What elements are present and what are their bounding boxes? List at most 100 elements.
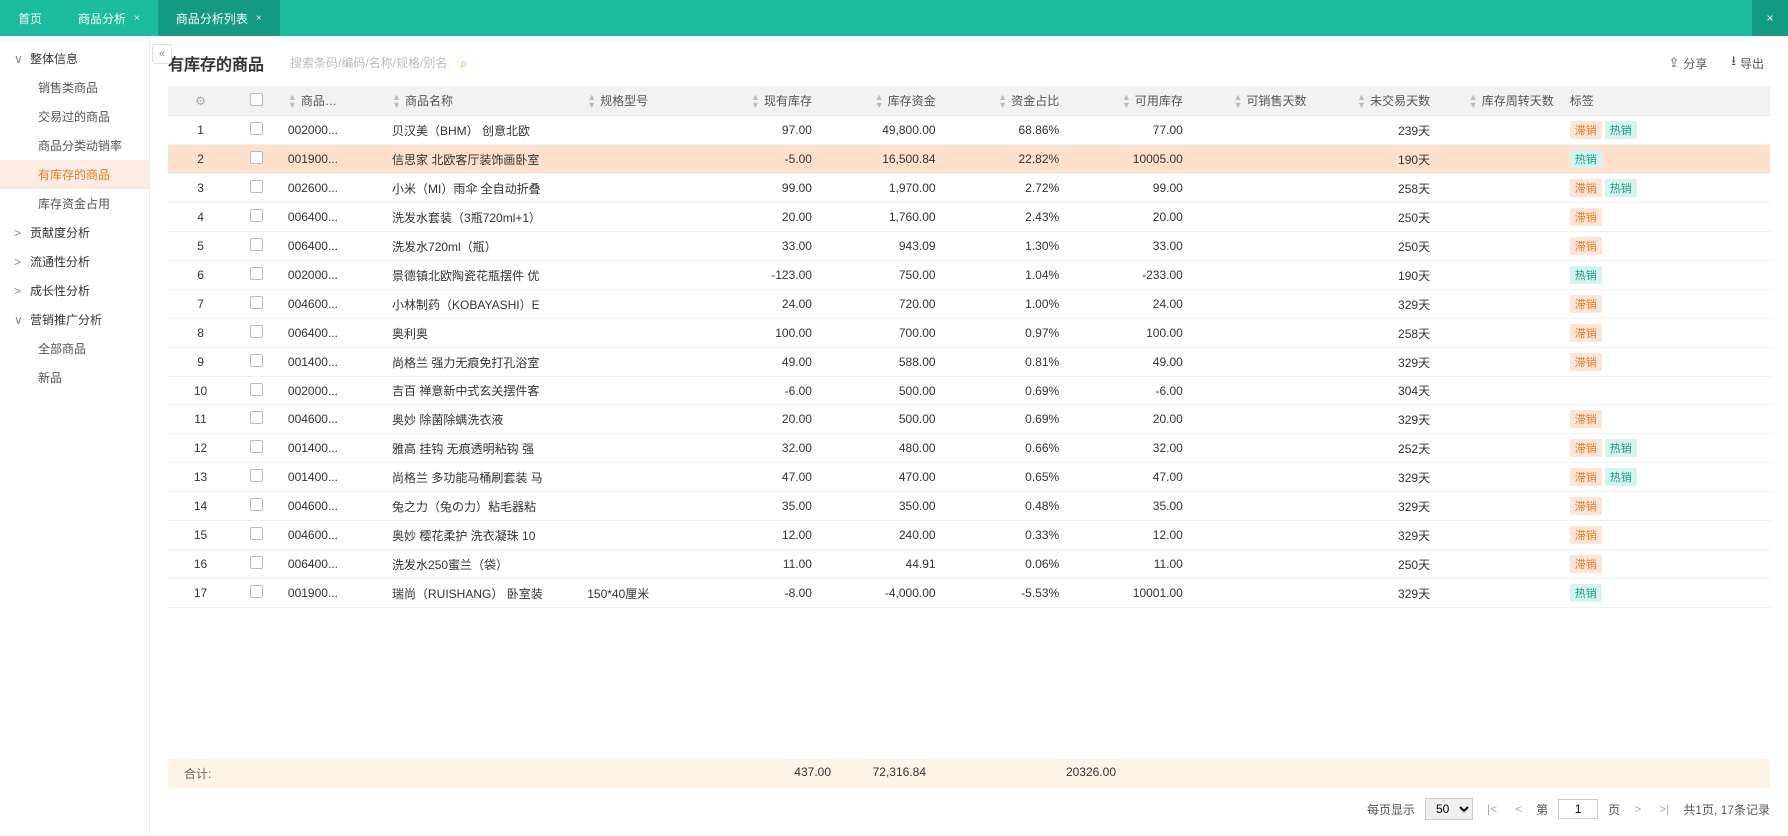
cell-avail: 20.00 xyxy=(1067,405,1191,434)
row-checkbox[interactable] xyxy=(250,238,263,251)
row-checkbox[interactable] xyxy=(250,267,263,280)
row-checkbox[interactable] xyxy=(250,469,263,482)
tab-1[interactable]: 商品分析× xyxy=(60,0,158,36)
cell-chk[interactable] xyxy=(233,348,280,377)
sidebar-item-0-2[interactable]: 商品分类动销率 xyxy=(0,131,149,160)
cell-chk[interactable] xyxy=(233,377,280,405)
tab-0[interactable]: 首页 xyxy=(0,0,60,36)
pager-last[interactable]: >| xyxy=(1655,802,1673,816)
cell-chk[interactable] xyxy=(233,550,280,579)
tab-close-icon[interactable]: × xyxy=(134,13,140,24)
pager-prev[interactable]: < xyxy=(1511,802,1526,816)
cell-stock: 47.00 xyxy=(696,463,820,492)
table-row[interactable]: 2001900...信思家 北欧客厅装饰画卧室-5.0016,500.8422.… xyxy=(168,145,1770,174)
table-row[interactable]: 5006400...洗发水720ml（瓶）33.00943.091.30%33.… xyxy=(168,232,1770,261)
cell-chk[interactable] xyxy=(233,579,280,608)
cell-chk[interactable] xyxy=(233,261,280,290)
col-avail[interactable]: ▲▼可用库存 xyxy=(1067,86,1191,116)
tab-label: 商品分析列表 xyxy=(176,10,248,27)
row-checkbox[interactable] xyxy=(250,411,263,424)
search-icon[interactable]: ⌕ xyxy=(460,55,468,72)
table-row[interactable]: 7004600...小林制药（KOBAYASHI）E24.00720.001.0… xyxy=(168,290,1770,319)
col-no_trade[interactable]: ▲▼未交易天数 xyxy=(1314,86,1438,116)
sidebar-item-4-1[interactable]: 新品 xyxy=(0,363,149,392)
pager-first[interactable]: |< xyxy=(1483,802,1501,816)
table-row[interactable]: 6002000...景德镇北欧陶瓷花瓶摆件 优-123.00750.001.04… xyxy=(168,261,1770,290)
chevron-icon: > xyxy=(14,255,26,269)
search-input[interactable] xyxy=(284,52,454,75)
row-checkbox[interactable] xyxy=(250,151,263,164)
cell-chk[interactable] xyxy=(233,434,280,463)
sidebar-item-0-4[interactable]: 库存资金占用 xyxy=(0,189,149,218)
cell-chk[interactable] xyxy=(233,203,280,232)
col-fund_pct[interactable]: ▲▼资金占比 xyxy=(944,86,1068,116)
sidebar-item-0-0[interactable]: 销售类商品 xyxy=(0,73,149,102)
cell-chk[interactable] xyxy=(233,405,280,434)
table-row[interactable]: 10002000...吉百 禅意新中式玄关摆件客-6.00500.000.69%… xyxy=(168,377,1770,405)
row-checkbox[interactable] xyxy=(250,209,263,222)
col-spec[interactable]: ▲▼规格型号 xyxy=(579,86,696,116)
share-button[interactable]: ⇪分享 xyxy=(1663,51,1714,76)
row-checkbox[interactable] xyxy=(250,556,263,569)
table-row[interactable]: 11004600...奥妙 除菌除螨洗衣液20.00500.000.69%20.… xyxy=(168,405,1770,434)
sidebar-group-2[interactable]: >流通性分析 xyxy=(0,247,149,276)
cell-chk[interactable] xyxy=(233,492,280,521)
tab-close-icon[interactable]: × xyxy=(256,13,262,24)
row-checkbox[interactable] xyxy=(250,122,263,135)
cell-chk[interactable] xyxy=(233,174,280,203)
tabbar-close-button[interactable]: × xyxy=(1752,0,1788,36)
row-checkbox[interactable] xyxy=(250,440,263,453)
sidebar-group-1[interactable]: >贡献度分析 xyxy=(0,218,149,247)
cell-chk[interactable] xyxy=(233,319,280,348)
cell-stock: 20.00 xyxy=(696,203,820,232)
sidebar-group-0[interactable]: ∨整体信息 xyxy=(0,44,149,73)
sidebar-item-4-0[interactable]: 全部商品 xyxy=(0,334,149,363)
cell-fund-pct: 0.06% xyxy=(944,550,1068,579)
tab-label: 首页 xyxy=(18,10,42,27)
row-checkbox[interactable] xyxy=(250,527,263,540)
table-row[interactable]: 13001400...尚格兰 多功能马桶刷套装 马47.00470.000.65… xyxy=(168,463,1770,492)
sidebar-group-4[interactable]: ∨营销推广分析 xyxy=(0,305,149,334)
table-row[interactable]: 9001400...尚格兰 强力无痕免打孔浴室49.00588.000.81%4… xyxy=(168,348,1770,377)
table-row[interactable]: 16006400...洗发水250蜜兰（袋）11.0044.910.06%11.… xyxy=(168,550,1770,579)
cell-chk[interactable] xyxy=(233,521,280,550)
table-row[interactable]: 15004600...奥妙 樱花柔护 洗衣凝珠 1012.00240.000.3… xyxy=(168,521,1770,550)
cell-chk[interactable] xyxy=(233,463,280,492)
row-checkbox[interactable] xyxy=(250,296,263,309)
per-page-select[interactable]: 50 xyxy=(1425,798,1473,820)
table-row[interactable]: 3002600...小米（MI）雨伞 全自动折叠99.001,970.002.7… xyxy=(168,174,1770,203)
table-row[interactable]: 1002000...贝汉美（BHM） 创意北欧97.0049,800.0068.… xyxy=(168,116,1770,145)
sidebar-item-0-3[interactable]: 有库存的商品 xyxy=(0,160,149,189)
table-row[interactable]: 8006400...奥利奥100.00700.000.97%100.00258天… xyxy=(168,319,1770,348)
row-checkbox[interactable] xyxy=(250,585,263,598)
col-name[interactable]: ▲▼商品名称 xyxy=(384,86,579,116)
sidebar-item-0-1[interactable]: 交易过的商品 xyxy=(0,102,149,131)
table-row[interactable]: 17001900...瑞尚（RUISHANG） 卧室装150*40厘米-8.00… xyxy=(168,579,1770,608)
row-checkbox[interactable] xyxy=(250,383,263,396)
table-row[interactable]: 4006400...洗发水套装（3瓶720ml+1）20.001,760.002… xyxy=(168,203,1770,232)
cell-chk[interactable] xyxy=(233,116,280,145)
pager-next[interactable]: > xyxy=(1630,802,1645,816)
row-checkbox[interactable] xyxy=(250,354,263,367)
table-row[interactable]: 14004600...兔之力（兔の力）粘毛器粘35.00350.000.48%3… xyxy=(168,492,1770,521)
gear-icon[interactable]: ⚙ xyxy=(195,94,206,108)
export-button[interactable]: ⭳导出 xyxy=(1725,48,1770,78)
row-checkbox[interactable] xyxy=(250,498,263,511)
cell-chk[interactable] xyxy=(233,232,280,261)
checkbox-all[interactable] xyxy=(250,93,263,106)
row-checkbox[interactable] xyxy=(250,180,263,193)
pager-page-input[interactable] xyxy=(1558,799,1598,819)
tab-2[interactable]: 商品分析列表 × xyxy=(158,0,280,36)
col-label: 规格型号 xyxy=(600,92,648,109)
col-turn_days[interactable]: ▲▼库存周转天数 xyxy=(1438,86,1562,116)
table-row[interactable]: 12001400...雅高 挂钩 无痕透明粘钩 强32.00480.000.66… xyxy=(168,434,1770,463)
row-checkbox[interactable] xyxy=(250,325,263,338)
col-sale_days[interactable]: ▲▼可销售天数 xyxy=(1191,86,1315,116)
col-stock[interactable]: ▲▼现有库存 xyxy=(696,86,820,116)
sidebar-collapse-button[interactable]: « xyxy=(152,44,172,64)
col-code[interactable]: ▲▼商品… xyxy=(280,86,384,116)
col-fund[interactable]: ▲▼库存资金 xyxy=(820,86,944,116)
cell-chk[interactable] xyxy=(233,290,280,319)
cell-chk[interactable] xyxy=(233,145,280,174)
sidebar-group-3[interactable]: >成长性分析 xyxy=(0,276,149,305)
